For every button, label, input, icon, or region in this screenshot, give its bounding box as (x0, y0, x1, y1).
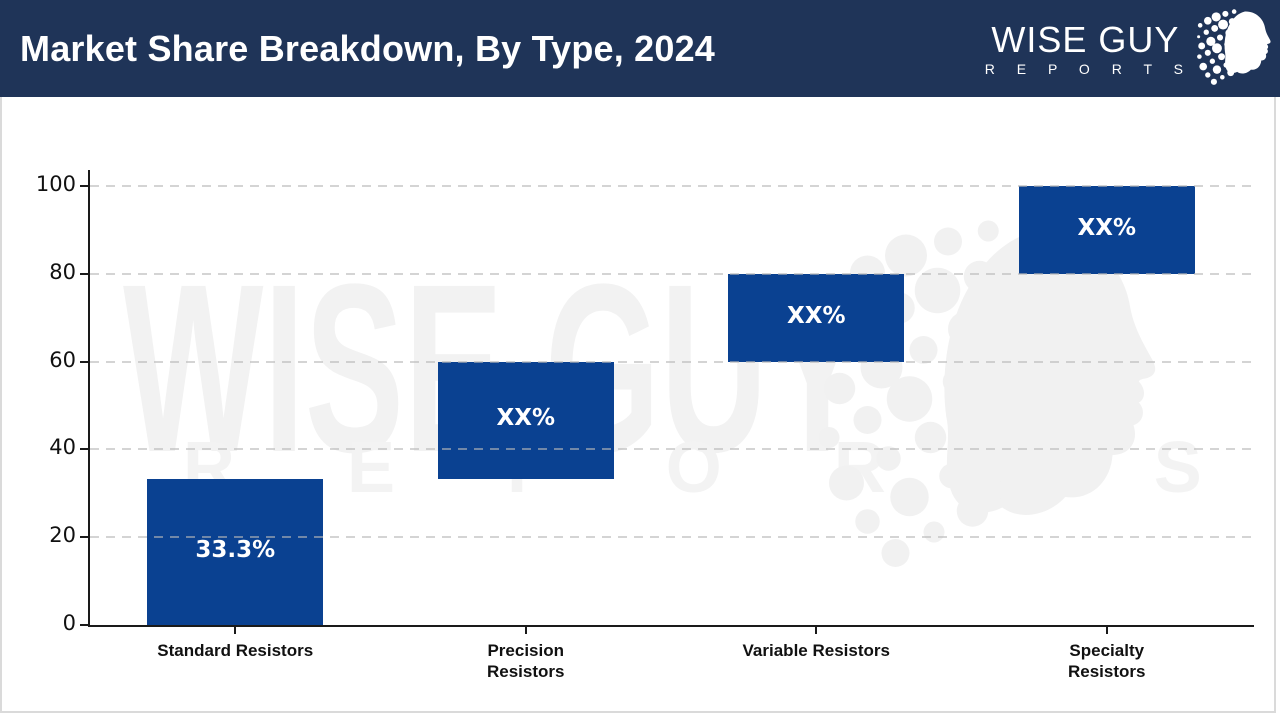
x-axis-category-label: Standard Resistors (157, 641, 314, 660)
y-gridline (90, 448, 1252, 451)
y-tick-mark (80, 536, 88, 539)
bar-value-label: XX% (1077, 214, 1136, 241)
y-axis-tick-label: 20 (49, 523, 76, 548)
x-axis (88, 625, 1254, 627)
bar-value-label: 33.3% (195, 536, 276, 563)
page-title: Market Share Breakdown, By Type, 2024 (20, 28, 716, 69)
y-gridline (90, 360, 1252, 363)
y-tick-mark (80, 272, 88, 275)
logo-name: WISE GUY (991, 19, 1180, 61)
y-axis-tick-label: 100 (35, 172, 76, 196)
y-tick-mark (80, 624, 88, 626)
bar-value-label: XX% (496, 405, 555, 432)
logo-tagline: R E P O R T S (984, 60, 1192, 77)
y-tick-mark (80, 360, 88, 363)
y-tick-mark (80, 185, 88, 187)
y-axis-tick-label: 0 (62, 611, 76, 635)
x-tick-mark (1105, 625, 1108, 634)
bar (147, 478, 324, 625)
y-gridline (90, 536, 1252, 539)
y-axis-tick-label: 60 (49, 347, 76, 372)
header-bar: Market Share Breakdown, By Type, 2024 WI… (0, 0, 1280, 97)
logo-text: WISE GUY R E P O R T S (979, 21, 1192, 77)
y-tick-mark (80, 448, 88, 451)
y-gridline (90, 185, 1252, 187)
y-gridline (90, 272, 1252, 275)
x-tick-mark (815, 625, 818, 634)
bar (437, 361, 614, 479)
bar-value-label: XX% (786, 302, 846, 329)
x-axis-category-label: Specialty Resistors (1068, 641, 1146, 682)
x-tick-mark (524, 625, 527, 634)
y-axis-tick-label: 80 (49, 259, 76, 284)
x-axis-category-label: Precision Resistors (487, 641, 565, 682)
wiseguy-head-icon (1194, 7, 1272, 91)
x-tick-mark (234, 625, 237, 634)
y-axis (88, 170, 90, 627)
wiseguy-logo: WISE GUY R E P O R T S (962, 6, 1272, 92)
x-axis-category-label: Variable Resistors (742, 641, 890, 660)
y-axis-tick-label: 40 (49, 435, 76, 460)
